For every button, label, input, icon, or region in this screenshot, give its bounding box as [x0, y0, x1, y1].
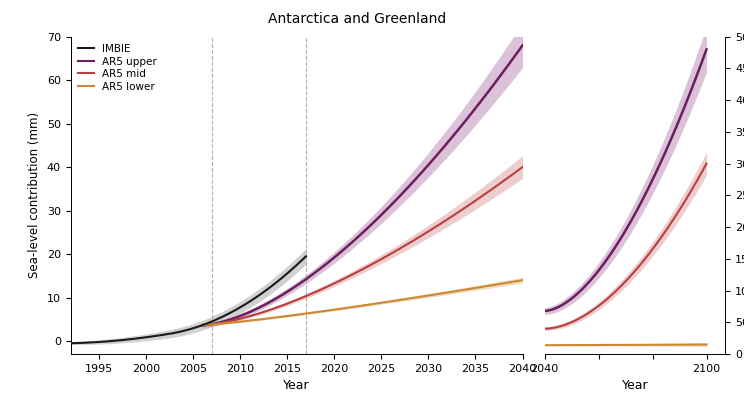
Legend: IMBIE, AR5 upper, AR5 mid, AR5 lower: IMBIE, AR5 upper, AR5 mid, AR5 lower — [76, 42, 158, 94]
Text: Antarctica and Greenland: Antarctica and Greenland — [268, 12, 446, 26]
X-axis label: Year: Year — [622, 379, 648, 392]
Y-axis label: Sea-level contribution (mm): Sea-level contribution (mm) — [28, 112, 41, 278]
X-axis label: Year: Year — [283, 379, 310, 392]
